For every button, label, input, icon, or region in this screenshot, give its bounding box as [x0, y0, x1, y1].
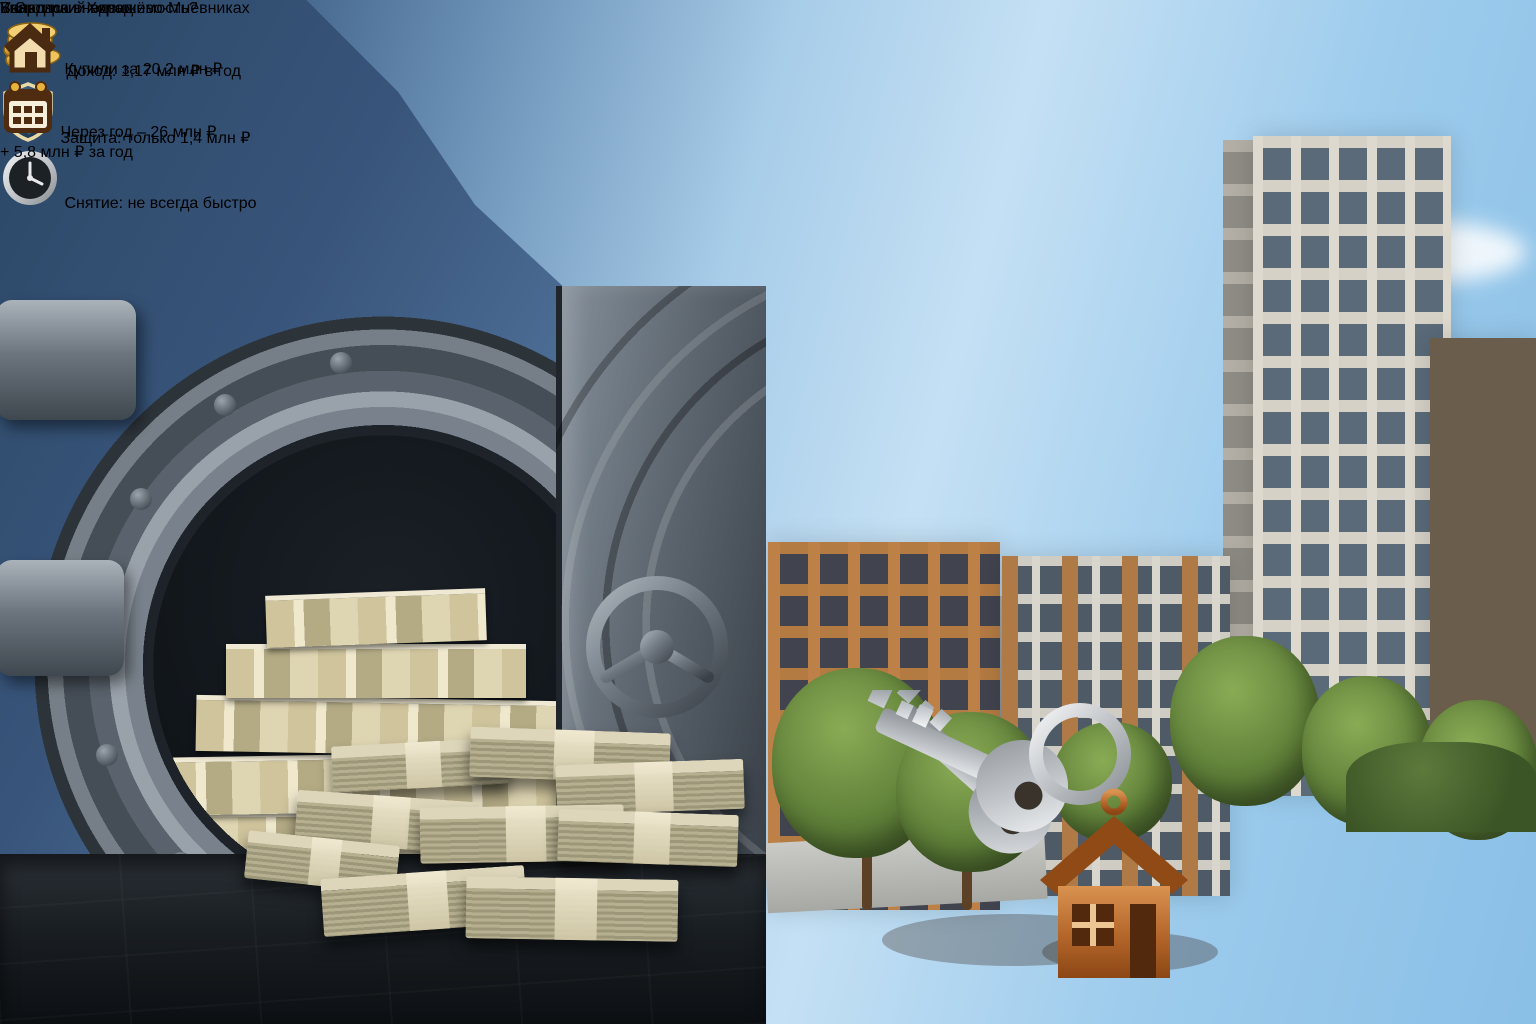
rivet	[214, 394, 236, 416]
rivet	[96, 744, 118, 766]
deposit-row-withdrawal: Снятие: не всегда быстро	[0, 148, 257, 213]
gain-unit: млн ₽	[40, 144, 85, 161]
apartment-row-after-year: Через год – 26 млн ₽	[0, 79, 250, 142]
clock-icon	[0, 151, 64, 212]
vault-hinge	[0, 300, 136, 420]
apartment-header-line1: Квартира	[0, 0, 70, 17]
apartment-header-line2: в Хорошёво-Мнёвниках	[73, 0, 250, 17]
cash-bundle	[557, 808, 739, 868]
tree	[1170, 636, 1320, 806]
deposit-row-value: 1,17	[120, 63, 152, 80]
deposit-row-label: Доход:	[66, 63, 117, 80]
apartment-gain-banner: + 5,8 млн ₽ за год	[0, 142, 250, 162]
vs-badge: V S	[0, 0, 26, 18]
hedge	[1346, 742, 1536, 832]
keys-icon	[867, 690, 1218, 978]
apartment-row-bought: Купили за 20,2 млн ₽	[0, 18, 250, 79]
apartment-row-suffix: млн ₽	[178, 61, 223, 78]
gain-value: + 5,8	[0, 144, 37, 161]
deposit-header-label: Банковский вклад	[0, 0, 134, 17]
calendar-icon	[0, 81, 60, 141]
deposit-row-label: Защита:	[60, 130, 122, 147]
apartment-row-value: 20,2	[142, 61, 174, 78]
apartment-body: Купили за 20,2 млн ₽	[0, 18, 250, 142]
rivet	[130, 488, 152, 510]
vs-letter-s: S	[15, 0, 26, 17]
apartment-row-prefix: Через год –	[60, 124, 146, 141]
tree-trunk	[862, 840, 872, 910]
vs-letter-v: V	[0, 0, 11, 17]
deposit-row-suffix: млн ₽ в год	[156, 63, 241, 80]
vault-scene	[0, 0, 766, 1024]
vault-wheel-icon	[586, 576, 728, 718]
city-scene	[766, 0, 1536, 1024]
rivet	[330, 352, 352, 374]
cash-bundle	[465, 876, 679, 942]
house-icon	[0, 23, 64, 78]
gain-suffix: за год	[88, 144, 133, 161]
tree-trunk	[962, 850, 972, 910]
apartment-row-value: 26	[150, 124, 169, 141]
deposit-row-label: Снятие:	[64, 195, 124, 212]
apartment-header-ribbon: Квартира в Хорошёво-Мнёвниках	[0, 0, 250, 18]
deposit-row-suffix: не всегда быстро	[127, 195, 257, 212]
deposit-header-ribbon: Банковский вклад	[0, 0, 257, 18]
deposit-row-suffix: только 1,4 млн ₽	[126, 130, 251, 147]
house-keychain-icon	[1040, 788, 1188, 978]
apartment-panel: Квартира в Хорошёво-Мнёвниках Купили за …	[0, 0, 250, 162]
apartment-row-prefix: Купили за	[64, 61, 139, 78]
vault-hinge	[0, 560, 124, 676]
apartment-row-suffix: млн ₽	[172, 124, 217, 141]
page-title: Вклад или недвижимость?	[0, 0, 198, 17]
